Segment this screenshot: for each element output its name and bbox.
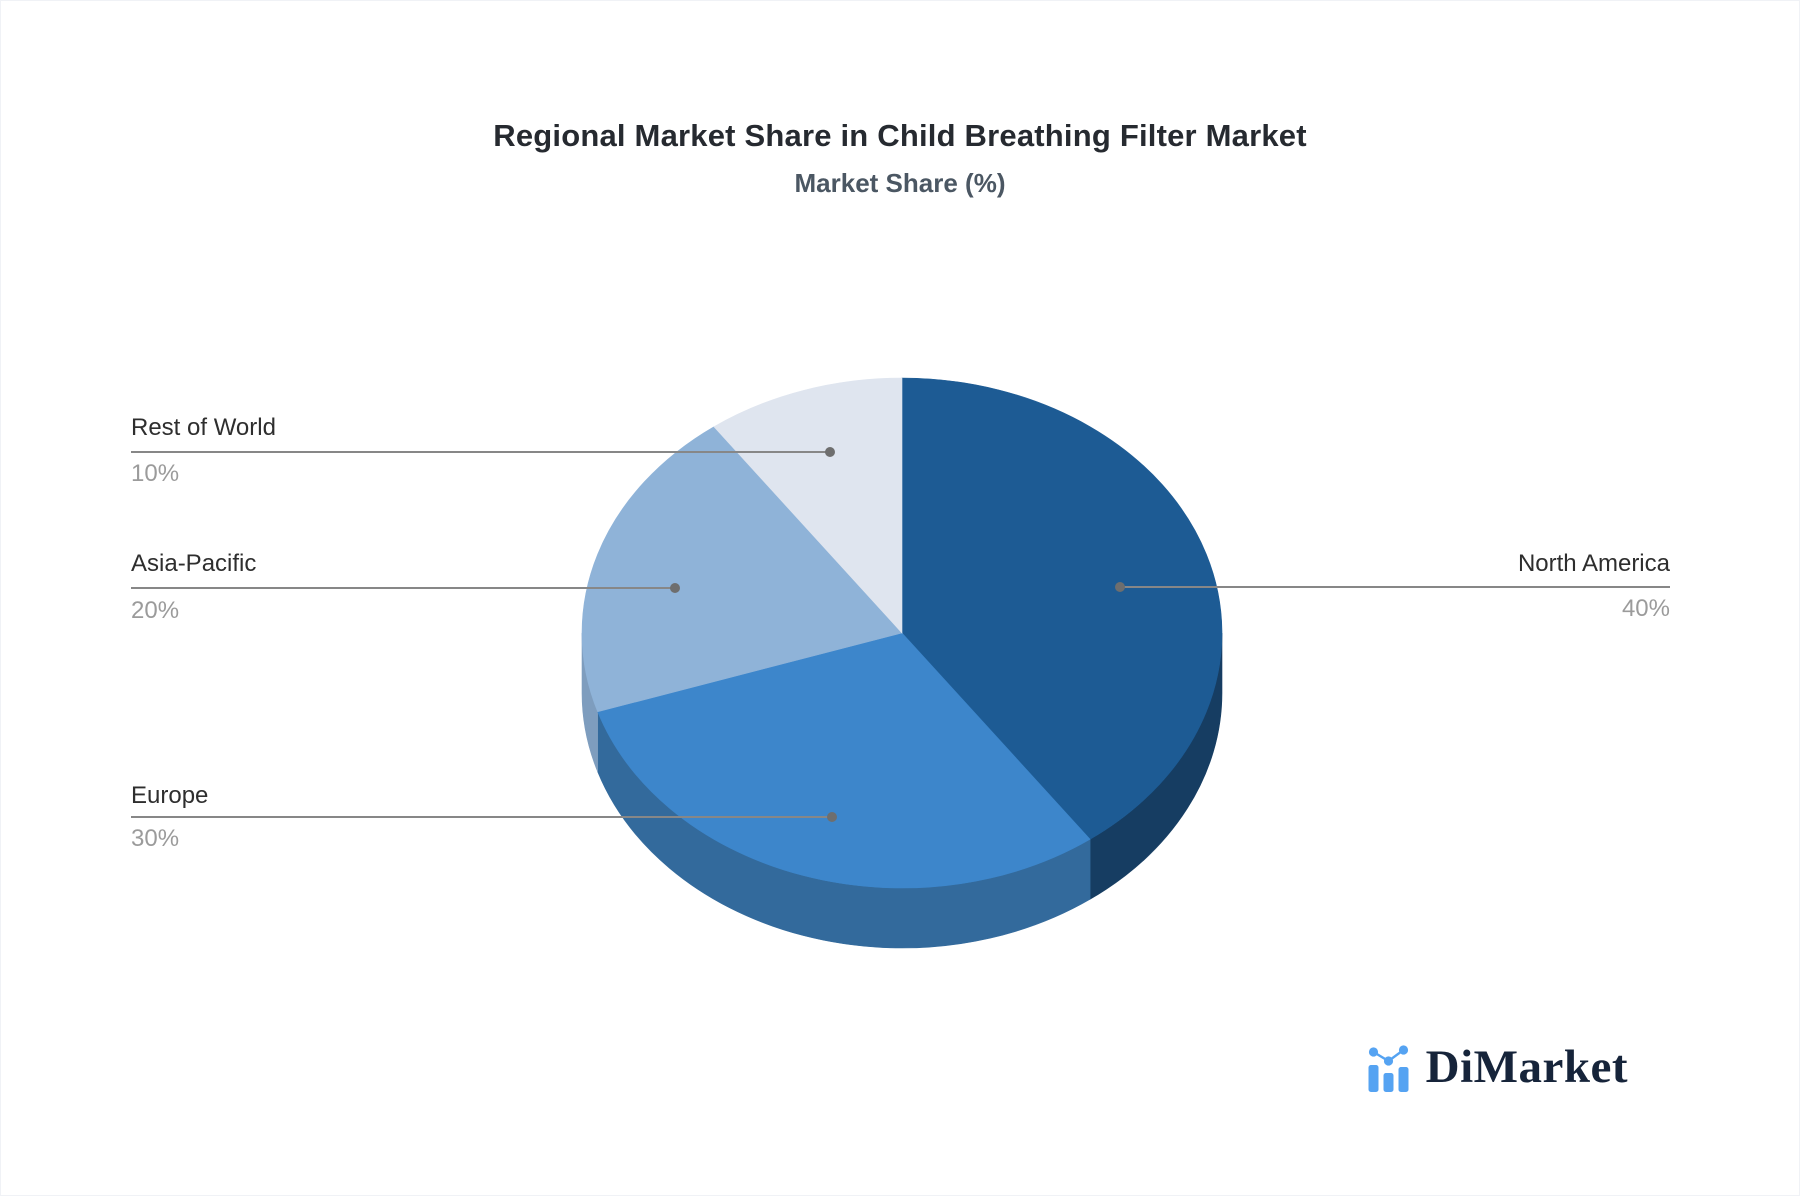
pie-slice-rest-of-world [713,377,903,634]
brand-logo: DiMarket [1367,1042,1628,1092]
slice-value-rest-of-world: 10% [131,460,180,487]
pie-slice-europe [597,632,1091,889]
pie-slice-asia-pacific [581,426,903,713]
slice-label-europe: Europe [131,782,209,809]
slice-value-asia-pacific: 20% [131,597,180,624]
dimarket-logo-icon [1368,1045,1409,1092]
slice-value-europe: 30% [131,825,180,852]
slice-label-rest-of-world: Rest of World [131,414,276,441]
leader-dot-asia-pacific [670,583,680,593]
slice-label-north-america: North America [1517,550,1670,577]
leader-dot-europe [827,812,837,822]
leader-dot-north-america [1115,582,1125,592]
slice-value-north-america: 40% [1621,595,1670,622]
pie-slice-north-america [901,377,1223,840]
brand-name: DiMarket [1425,1041,1628,1094]
slice-label-asia-pacific: Asia-Pacific [131,550,257,577]
chart-title: Regional Market Share in Child Breathing… [493,118,1307,153]
chart-subtitle: Market Share (%) [794,168,1006,198]
leader-dot-rest-of-world [825,447,835,457]
